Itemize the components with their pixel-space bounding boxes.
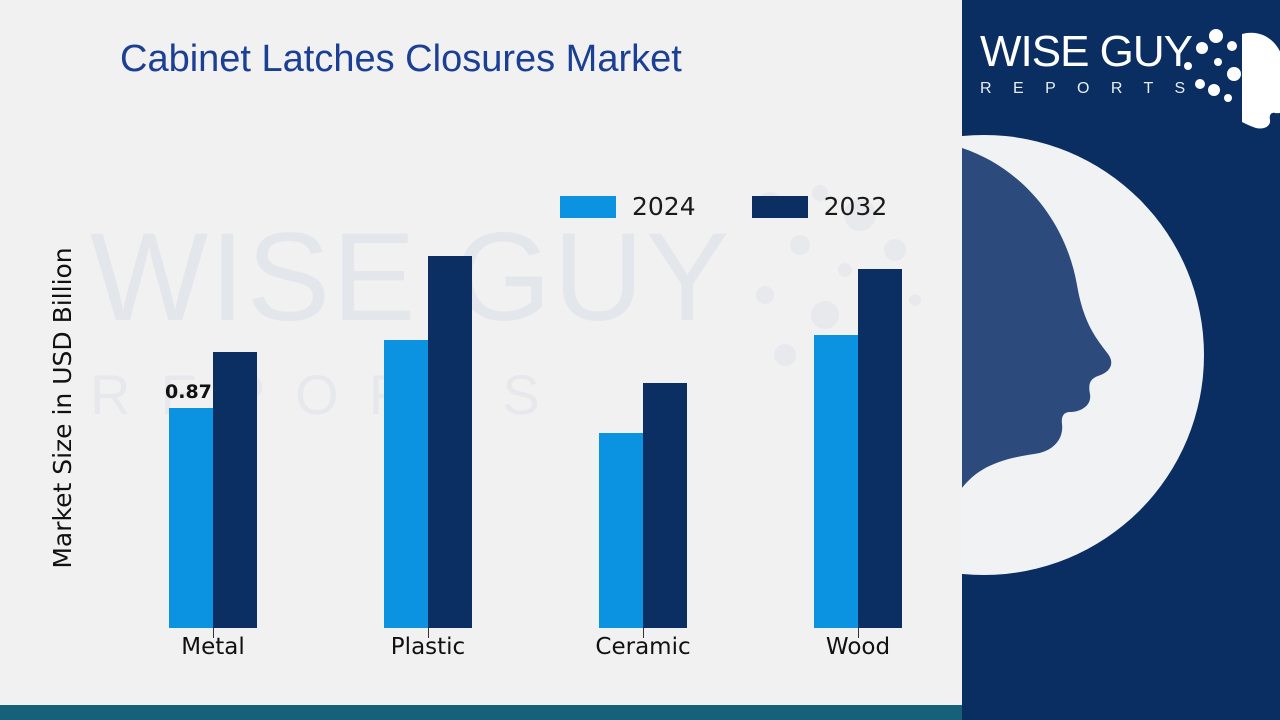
legend-label-2032: 2032 xyxy=(823,192,888,221)
page-title: Cabinet Latches Closures Market xyxy=(120,38,682,80)
x-axis-label-ceramic: Ceramic xyxy=(595,634,691,660)
brand-logo-subtext: R E P O R T S xyxy=(980,80,1194,97)
x-axis-tick xyxy=(858,628,859,638)
x-axis-label-metal: Metal xyxy=(181,634,245,660)
bar-ceramic-2024 xyxy=(599,433,643,628)
chart-legend: 2024 2032 xyxy=(560,192,887,221)
x-axis-tick xyxy=(643,628,644,638)
brand-head-dots-icon xyxy=(1184,29,1280,129)
legend-item-2024[interactable]: 2024 xyxy=(560,192,696,221)
bar-value-label: 0.87 xyxy=(165,381,212,403)
bar-ceramic-2032 xyxy=(643,383,687,628)
bar-plastic-2032 xyxy=(428,256,472,628)
legend-swatch-2032 xyxy=(751,195,808,218)
x-axis-tick xyxy=(428,628,429,638)
legend-swatch-2024 xyxy=(560,195,616,218)
brand-panel: WISE GUY R E P O R T S xyxy=(962,0,1280,720)
legend-label-2024: 2024 xyxy=(632,192,696,221)
bar-metal-2032 xyxy=(213,352,257,628)
brand-logo: WISE GUY R E P O R T S xyxy=(980,27,1280,129)
legend-item-2032[interactable]: 2032 xyxy=(751,192,888,221)
chart-bars: 0.87 Metal Plastic Ceramic Wood xyxy=(165,256,902,660)
bar-metal-2024: 0.87 xyxy=(165,381,213,628)
bar-wood-2024 xyxy=(814,335,858,628)
x-axis-label-wood: Wood xyxy=(825,634,891,660)
bottom-accent-strip xyxy=(0,705,962,720)
x-axis-tick xyxy=(213,628,214,638)
bar-plastic-2024 xyxy=(384,340,428,628)
x-axis-label-plastic: Plastic xyxy=(390,634,466,660)
head-profile-icon xyxy=(962,148,1112,488)
chart-plot-area: Market Size in USD Billion 2024 2032 0.8… xyxy=(48,192,902,660)
brand-logo-wordmark: WISE GUY xyxy=(980,27,1193,76)
bar-wood-2032 xyxy=(858,269,902,628)
